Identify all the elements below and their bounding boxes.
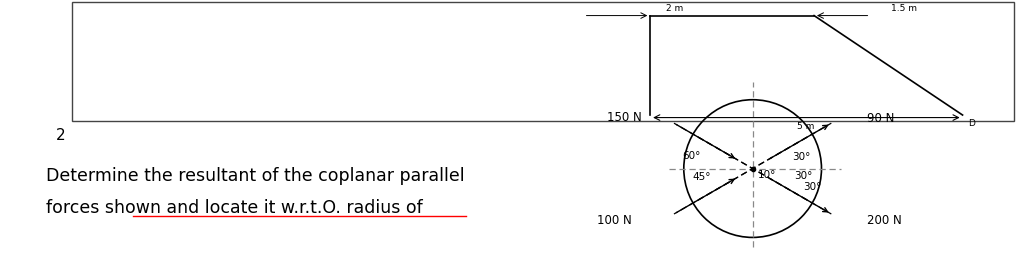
Text: 30°: 30° <box>795 170 813 180</box>
Text: 5 m: 5 m <box>798 122 814 131</box>
Text: 30°: 30° <box>793 152 811 162</box>
Text: forces shown and locate it w.r.t.O. radius of: forces shown and locate it w.r.t.O. radi… <box>46 198 423 216</box>
Text: 100 N: 100 N <box>597 213 632 226</box>
Text: 60°: 60° <box>682 151 700 161</box>
Text: 1.5 m: 1.5 m <box>891 4 916 13</box>
Text: 150 N: 150 N <box>607 110 642 123</box>
Text: 30°: 30° <box>803 181 821 191</box>
Text: 2 m: 2 m <box>666 4 683 13</box>
Text: Determine the resultant of the coplanar parallel: Determine the resultant of the coplanar … <box>46 166 465 184</box>
Text: 90 N: 90 N <box>866 112 894 124</box>
Text: 200 N: 200 N <box>867 213 902 226</box>
Text: 10°: 10° <box>758 169 776 180</box>
Text: D: D <box>968 118 975 127</box>
Text: 2: 2 <box>56 127 66 142</box>
Text: 45°: 45° <box>692 171 711 182</box>
